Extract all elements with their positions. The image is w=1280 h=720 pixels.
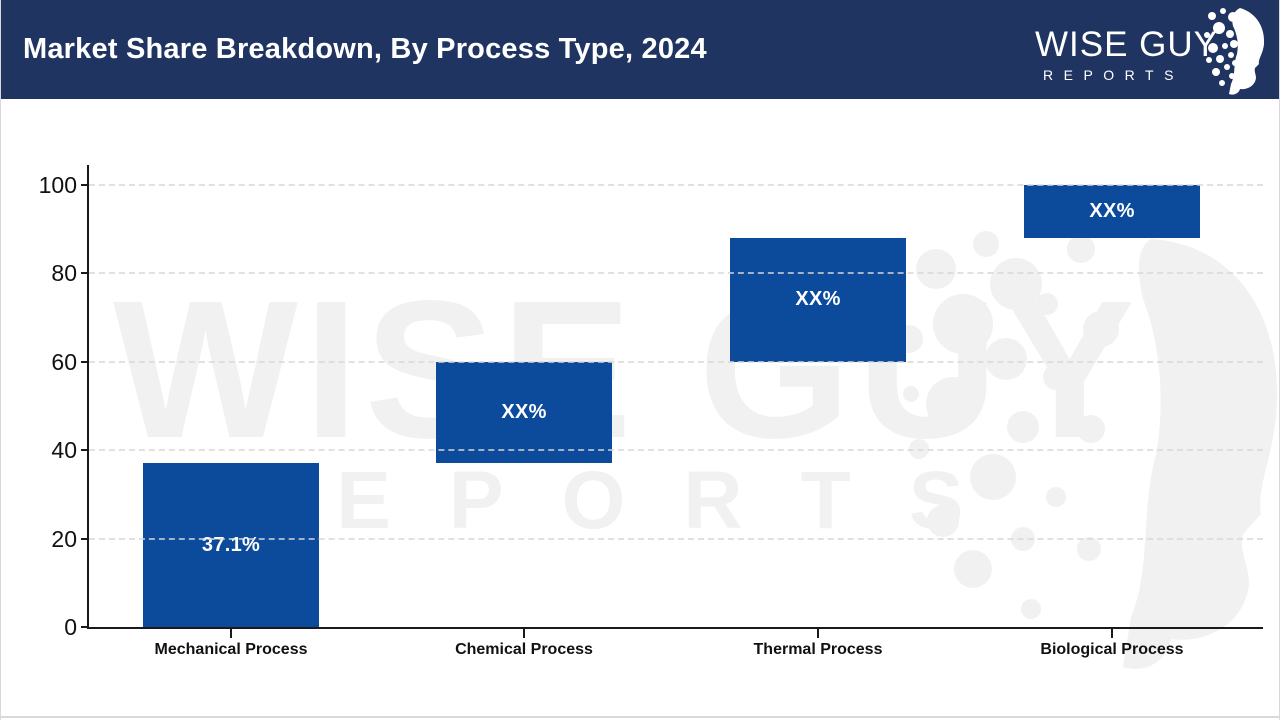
- gridline-80: [89, 272, 1263, 275]
- bar-2: XX%: [730, 238, 906, 362]
- x-category-label-3: Biological Process: [1040, 641, 1184, 658]
- gridline-20: [89, 537, 1263, 540]
- y-axis-line: [87, 165, 89, 629]
- bar-3: XX%: [1024, 185, 1200, 239]
- y-tick-label-100: 100: [38, 172, 77, 198]
- x-axis-line: [87, 627, 1263, 629]
- y-tick-80: [81, 272, 89, 275]
- wiseguy-logo: WISE GUY REPORTS: [1035, 7, 1265, 95]
- y-tick-20: [81, 537, 89, 540]
- gridline-60: [89, 360, 1263, 363]
- header-bar: Market Share Breakdown, By Process Type,…: [1, 0, 1279, 99]
- gridline-100: [89, 184, 1263, 186]
- chart-title: Market Share Breakdown, By Process Type,…: [23, 33, 707, 65]
- plot-area: 0 20 40 60 80 100 37.1% Mechanical Process XX% Ch…: [1, 99, 1279, 720]
- x-category-label-1: Chemical Process: [455, 641, 593, 658]
- watermark-dotted-head-icon: [885, 231, 1278, 669]
- bar-0: 37.1%: [143, 463, 319, 627]
- y-tick-label-60: 60: [51, 348, 77, 375]
- logo-dotted-head-icon: [1204, 7, 1265, 95]
- x-tick-0: [230, 629, 232, 638]
- bottom-divider: [1, 716, 1279, 718]
- y-tick-label-20: 20: [51, 525, 77, 552]
- x-category-label-2: Thermal Process: [753, 641, 883, 658]
- y-tick-60: [81, 360, 89, 363]
- y-tick-label-80: 80: [51, 260, 77, 287]
- bar-value-label: XX%: [1089, 200, 1135, 223]
- y-tick-label-0: 0: [64, 614, 77, 640]
- y-tick-label-40: 40: [51, 437, 77, 464]
- logo-text-reports: REPORTS: [1043, 67, 1184, 83]
- watermark-reports: REPORTS: [219, 455, 1022, 546]
- bar-1: XX%: [436, 361, 612, 463]
- watermark-layer: WISE GUY REPORTS: [1, 99, 1279, 720]
- bar-value-label: XX%: [795, 288, 841, 311]
- y-tick-100: [81, 184, 89, 186]
- bar-value-label: XX%: [501, 400, 547, 423]
- x-tick-1: [523, 629, 525, 638]
- gridline-40: [89, 449, 1263, 452]
- logo-text-wiseguy: WISE GUY: [1035, 25, 1218, 64]
- x-tick-2: [817, 629, 819, 638]
- x-category-label-0: Mechanical Process: [154, 641, 308, 658]
- y-tick-40: [81, 449, 89, 452]
- x-tick-3: [1111, 629, 1113, 638]
- y-tick-0: [81, 626, 89, 628]
